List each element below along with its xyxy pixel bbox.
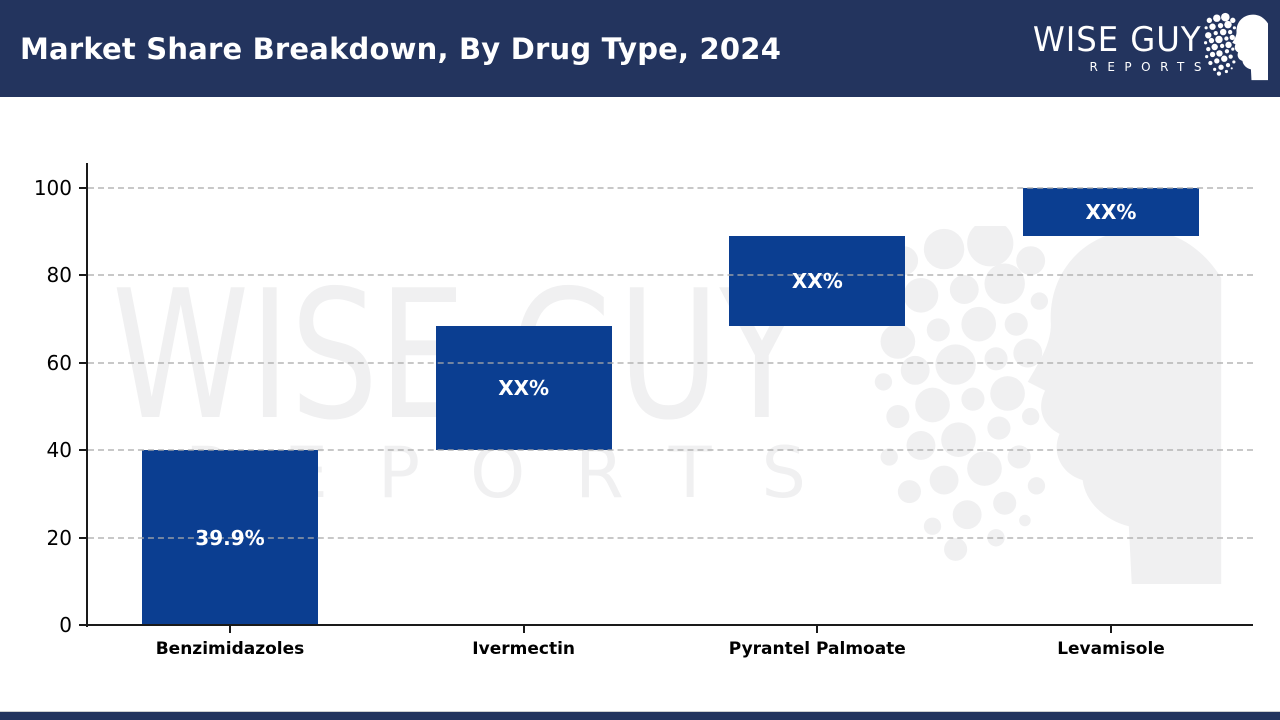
gridline: [88, 274, 1253, 276]
page-title: Market Share Breakdown, By Drug Type, 20…: [20, 31, 782, 66]
header-bar: Market Share Breakdown, By Drug Type, 20…: [0, 0, 1280, 97]
waterfall-bar: [435, 326, 612, 451]
x-axis-tick: [816, 626, 819, 633]
y-axis-tick-label: 80: [46, 263, 72, 287]
x-axis-spine: [86, 624, 1253, 626]
y-axis-tick: [79, 186, 88, 189]
waterfall-bar: [1023, 187, 1199, 237]
wise-guy-logo: WISE GUY REPORTS: [1024, 7, 1268, 87]
waterfall-bar: [729, 236, 906, 327]
logo-wordmark: WISE GUY: [1033, 20, 1202, 60]
x-axis-tick: [229, 626, 231, 633]
y-axis-tick: [79, 449, 88, 451]
x-axis-tick: [1110, 626, 1112, 633]
y-axis-tick-label: 40: [46, 438, 72, 462]
y-axis-tick-label: 0: [59, 613, 72, 637]
bar-value-label: XX%: [498, 376, 550, 401]
y-axis-tick-label: 100: [33, 175, 72, 200]
bar-value-label: 39.9%: [195, 525, 265, 550]
y-axis-tick: [79, 624, 88, 626]
y-axis-tick: [79, 361, 88, 364]
bar-value-label: XX%: [1085, 199, 1137, 224]
gridline: [88, 449, 1253, 451]
footer-bar: [0, 711, 1280, 720]
category-label: Benzimidazoles: [155, 639, 305, 659]
category-label: Ivermectin: [472, 639, 575, 659]
logo-text: WISE GUY REPORTS: [1024, 23, 1202, 75]
x-axis-tick: [522, 626, 525, 633]
gridline: [88, 186, 1253, 189]
logo-tagline: REPORTS: [1089, 60, 1211, 74]
category-label: Levamisole: [1057, 639, 1165, 659]
logo-head-icon: [1204, 12, 1268, 81]
y-axis-tick-label: 20: [46, 525, 72, 550]
y-axis-tick: [79, 274, 88, 276]
y-axis-tick: [79, 536, 88, 539]
category-label: Pyrantel Palmoate: [728, 639, 906, 659]
y-axis-tick-label: 60: [46, 350, 72, 375]
bar-value-label: XX%: [791, 269, 843, 294]
gridline: [88, 361, 1253, 364]
watermark-head-icon: [874, 226, 1222, 584]
gridline: [88, 536, 1253, 539]
y-axis-spine: [86, 163, 88, 627]
